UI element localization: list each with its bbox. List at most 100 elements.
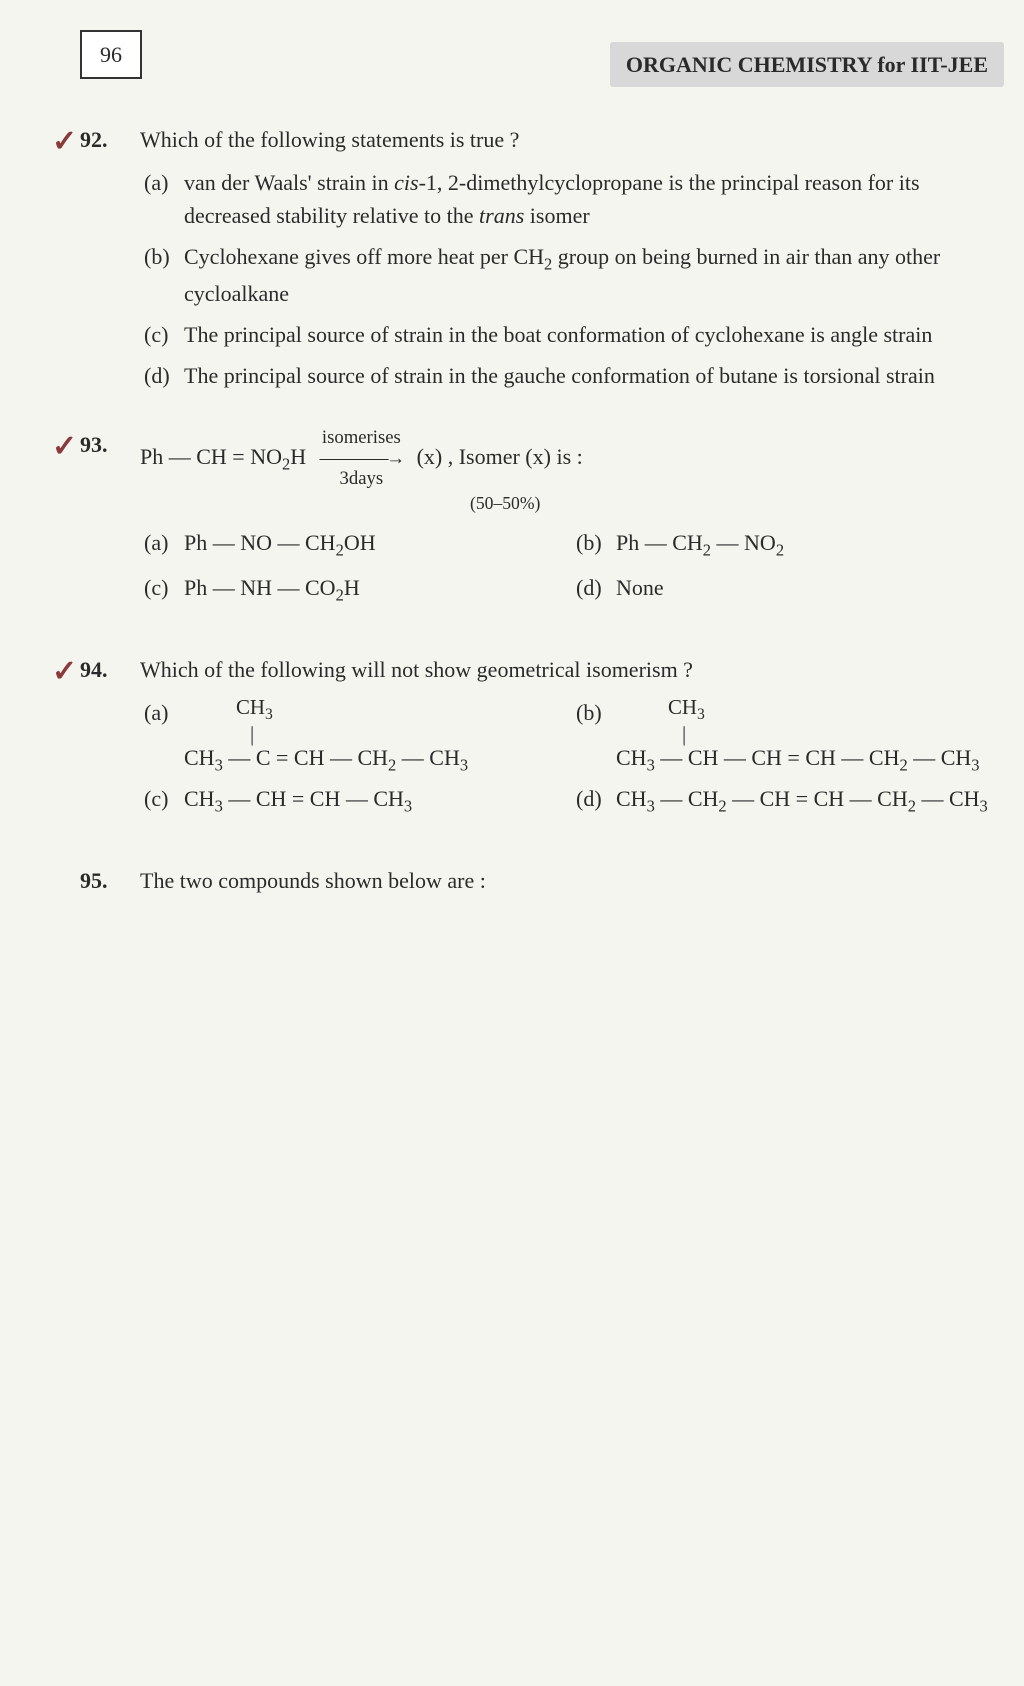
t: — CH — [908, 745, 972, 770]
tick-icon: ✓ — [52, 424, 77, 469]
sub: 2 — [336, 586, 344, 605]
sub: 3 — [980, 797, 988, 816]
q95-num-text: 95. — [80, 868, 108, 893]
q92-num-text: 92. — [80, 127, 108, 152]
opt-label: (c) — [144, 318, 174, 351]
q95-body: The two compounds shown below are : — [140, 864, 1004, 907]
t: — CH — [916, 786, 980, 811]
question-94: ✓ 94. Which of the following will not sh… — [80, 653, 1004, 836]
question-92: ✓ 92. Which of the following statements … — [80, 123, 1004, 400]
structure-a: CH3 | CH3 — C = CH — CH2 — CH3 — [184, 696, 468, 775]
page-number: 96 — [100, 42, 122, 67]
opt-label: (c) — [144, 571, 174, 608]
q93-option-d: (d) None — [572, 571, 1004, 608]
opt-text: Cyclohexane gives off more heat per CH2 … — [184, 240, 1004, 310]
opt-text: CH3 | CH3 — CH — CH = CH — CH2 — CH3 — [616, 696, 1004, 775]
reaction-arrow: isomerises ————→ 3days — [312, 428, 411, 490]
opt-label: (c) — [144, 782, 174, 819]
q92-text: Which of the following statements is tru… — [140, 123, 1004, 156]
opt-label: (b) — [576, 696, 606, 775]
t: — CH = CH — CH — [727, 786, 908, 811]
t: Cyclohexane gives off more heat per CH — [184, 244, 544, 269]
pipe: | — [616, 723, 980, 746]
sub: 2 — [336, 541, 344, 560]
t: CH — [184, 786, 215, 811]
t: OH — [344, 530, 376, 555]
sub: 3 — [215, 797, 223, 816]
opt-label: (d) — [576, 571, 606, 608]
t: — CH = CH — CH — [223, 786, 404, 811]
q92-option-b: (b) Cyclohexane gives off more heat per … — [140, 240, 1004, 310]
sub: 3 — [265, 706, 273, 723]
q93-stem: Ph — CH = NO2H isomerises ————→ 3days (x… — [140, 428, 1004, 516]
opt-text: Ph — NO — CH2OH — [184, 526, 572, 563]
trans: trans — [479, 203, 524, 228]
q93-number: ✓ 93. — [80, 428, 128, 624]
q95-text: The two compounds shown below are : — [140, 864, 1004, 897]
sub: 3 — [971, 755, 979, 774]
opt-text: Ph — NH — CO2H — [184, 571, 572, 608]
sub: 2 — [703, 541, 711, 560]
sub: 2 — [908, 797, 916, 816]
arrow-bot: 3days — [320, 469, 403, 490]
opt-text: CH3 | CH3 — C = CH — CH2 — CH3 — [184, 696, 572, 775]
t: H — [290, 444, 311, 469]
opt-text: CH3 — CH = CH — CH3 — [184, 782, 572, 819]
structure-b: CH3 | CH3 — CH — CH = CH — CH2 — CH3 — [616, 696, 980, 775]
pipe: | — [184, 723, 468, 746]
opt-label: (d) — [576, 782, 606, 819]
opt-label: (b) — [576, 526, 606, 563]
tick-icon: ✓ — [52, 119, 77, 164]
t: — NO — [711, 530, 776, 555]
t: — C = CH — CH — [223, 745, 388, 770]
q94-option-d: (d) CH3 — CH2 — CH = CH — CH2 — CH3 — [572, 782, 1004, 819]
q94-option-c: (c) CH3 — CH = CH — CH3 — [140, 782, 572, 819]
t: — CH — CH = CH — CH — [655, 745, 900, 770]
opt-label: (a) — [144, 526, 174, 563]
q93-option-a: (a) Ph — NO — CH2OH — [140, 526, 572, 563]
arrow-top: isomerises — [320, 428, 403, 449]
opt-text: None — [616, 571, 1004, 608]
under-note: (50–50%) — [140, 490, 1004, 516]
opt-label: (a) — [144, 696, 174, 775]
header-badge: ORGANIC CHEMISTRY for IIT-JEE — [610, 42, 1004, 87]
sub: 3 — [460, 755, 468, 774]
sub: 2 — [718, 797, 726, 816]
opt-text: van der Waals' strain in cis-1, 2-dimeth… — [184, 166, 1004, 232]
t: (x) , Isomer (x) is : — [417, 444, 583, 469]
sub: 3 — [697, 706, 705, 723]
t: Ph — NH — CO — [184, 575, 336, 600]
sub: 2 — [282, 454, 290, 473]
q94-num-text: 94. — [80, 657, 108, 682]
sub: 2 — [776, 541, 784, 560]
t: CH — [616, 786, 647, 811]
t: CH — [236, 695, 265, 719]
header-row: 96 ORGANIC CHEMISTRY for IIT-JEE — [80, 30, 1004, 99]
q94-option-b: (b) CH3 | CH3 — CH — CH = CH — CH2 — CH3 — [572, 696, 1004, 775]
q93-option-b: (b) Ph — CH2 — NO2 — [572, 526, 1004, 563]
q93-option-c: (c) Ph — NH — CO2H — [140, 571, 572, 608]
arrow-mid: ————→ — [320, 449, 403, 470]
q93-body: Ph — CH = NO2H isomerises ————→ 3days (x… — [140, 428, 1004, 624]
q94-option-a: (a) CH3 | CH3 — C = CH — CH2 — CH3 — [140, 696, 572, 775]
tick-icon: ✓ — [52, 649, 77, 694]
t: Ph — CH = NO — [140, 444, 282, 469]
q94-number: ✓ 94. — [80, 653, 128, 836]
question-93: ✓ 93. Ph — CH = NO2H isomerises ————→ 3d… — [80, 428, 1004, 624]
t: isomer — [524, 203, 589, 228]
q93-options: (a) Ph — NO — CH2OH (b) Ph — CH2 — NO2 (… — [140, 526, 1004, 616]
q92-option-c: (c) The principal source of strain in th… — [140, 318, 1004, 351]
q94-options-top: (a) CH3 | CH3 — C = CH — CH2 — CH3 (b) C… — [140, 696, 1004, 828]
opt-text: CH3 — CH2 — CH = CH — CH2 — CH3 — [616, 782, 1004, 819]
t: CH — [616, 745, 647, 770]
t: — CH — [396, 745, 460, 770]
opt-label: (a) — [144, 166, 174, 232]
t: Ph — NO — CH — [184, 530, 336, 555]
q94-text: Which of the following will not show geo… — [140, 653, 1004, 686]
q94-body: Which of the following will not show geo… — [140, 653, 1004, 836]
t: van der Waals' strain in — [184, 170, 394, 195]
sub: 3 — [647, 755, 655, 774]
page-number-box: 96 — [80, 30, 142, 79]
t: — CH — [655, 786, 719, 811]
q92-option-d: (d) The principal source of strain in th… — [140, 359, 1004, 392]
